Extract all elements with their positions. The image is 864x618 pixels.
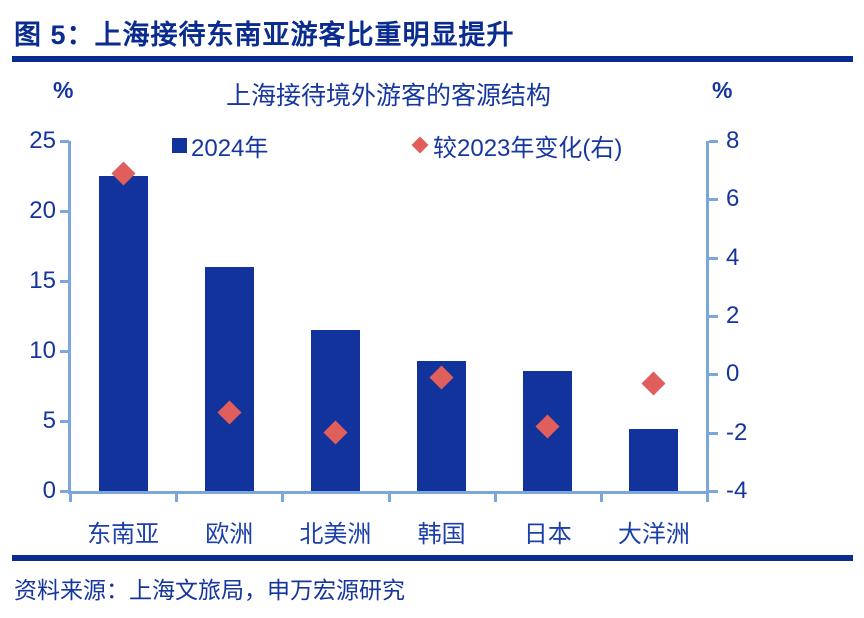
x-axis-tick	[706, 494, 709, 502]
right-axis-tick-label: 2	[726, 302, 740, 329]
left-axis-tick-label: 5	[42, 407, 56, 434]
left-axis-tick	[60, 210, 69, 213]
bar-东南亚	[98, 176, 148, 491]
y-axis-right	[706, 141, 709, 494]
left-axis-unit: %	[53, 77, 74, 103]
source-note: 资料来源：上海文旅局，申万宏源研究	[14, 577, 405, 603]
footer-divider	[12, 555, 853, 561]
x-axis-tick	[175, 494, 179, 502]
bar-大洋洲	[629, 429, 679, 491]
left-axis-tick-label: 15	[29, 267, 56, 294]
left-axis-tick-label: 0	[42, 477, 56, 504]
left-axis-tick	[60, 420, 69, 423]
left-axis-tick-label: 20	[29, 197, 56, 224]
diamond-marker-大洋洲	[641, 371, 666, 396]
x-axis-tick	[69, 494, 72, 502]
x-axis-tick	[387, 494, 391, 502]
left-axis-tick-label: 25	[29, 127, 56, 154]
figure-title: 图 5：上海接待东南亚游客比重明显提升	[14, 20, 515, 50]
legend-item-2024: 2024年	[172, 130, 269, 162]
square-icon	[172, 137, 187, 153]
category-label-东南亚: 东南亚	[87, 521, 160, 548]
chart-title: 上海接待境外游客的客源结构	[225, 82, 551, 110]
category-label-日本: 日本	[523, 521, 572, 548]
diamond-icon	[411, 136, 429, 154]
x-axis-tick	[493, 494, 497, 502]
header-divider	[12, 56, 853, 62]
right-axis-unit: %	[712, 77, 733, 103]
left-axis-tick	[60, 140, 69, 143]
right-axis-tick	[709, 256, 718, 260]
bar-欧洲	[204, 267, 254, 491]
right-axis-tick	[709, 315, 718, 318]
category-label-韩国: 韩国	[417, 521, 466, 548]
right-axis-tick	[709, 198, 718, 202]
right-axis-tick-label: 4	[726, 243, 740, 271]
right-axis-tick-label: 0	[726, 360, 740, 388]
left-axis-tick-label: 10	[29, 337, 56, 364]
right-axis-tick	[709, 140, 718, 143]
x-axis-tick	[599, 494, 603, 502]
left-axis-tick	[60, 490, 69, 493]
right-axis-tick-label: 8	[726, 127, 740, 154]
left-axis-tick	[60, 280, 69, 283]
legend-label: 2024年	[191, 134, 269, 162]
y-axis-left	[68, 141, 71, 494]
x-axis-tick	[281, 494, 285, 502]
category-label-北美洲: 北美洲	[299, 521, 372, 548]
right-axis-tick-label: -2	[726, 418, 748, 446]
right-axis-tick	[709, 490, 718, 493]
legend-label: 较2023年变化(右)	[433, 134, 623, 162]
category-label-大洋洲: 大洋洲	[617, 521, 690, 548]
legend-item-change: 较2023年变化(右)	[411, 130, 623, 162]
left-axis-tick	[60, 350, 69, 353]
right-axis-tick	[709, 431, 718, 435]
right-axis-tick-label: -4	[726, 477, 748, 504]
right-axis-tick	[709, 373, 718, 377]
x-axis	[68, 491, 709, 494]
category-label-欧洲: 欧洲	[205, 521, 254, 548]
right-axis-tick-label: 6	[726, 185, 740, 213]
bar-北美洲	[310, 330, 360, 491]
